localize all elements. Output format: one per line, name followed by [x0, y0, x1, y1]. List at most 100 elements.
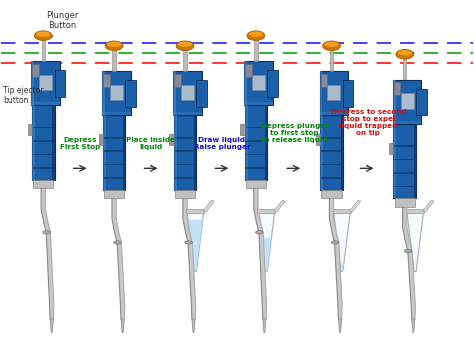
Polygon shape [203, 201, 214, 212]
Bar [245, 105, 247, 180]
Bar [173, 116, 196, 190]
Ellipse shape [398, 50, 412, 55]
Bar [102, 113, 131, 116]
Bar [341, 116, 343, 190]
Bar [240, 124, 245, 135]
Ellipse shape [396, 49, 414, 59]
Ellipse shape [322, 41, 340, 51]
Ellipse shape [34, 31, 52, 40]
Bar [414, 124, 416, 199]
Polygon shape [423, 201, 434, 212]
Bar [321, 137, 342, 139]
Polygon shape [50, 319, 54, 333]
Bar [126, 80, 136, 107]
Bar [246, 140, 266, 142]
Bar [333, 209, 351, 213]
Bar [186, 209, 204, 213]
Bar [174, 177, 195, 179]
Bar [33, 140, 54, 142]
Text: Depress to second
stop to expel
liquid trapped
on tip: Depress to second stop to expel liquid t… [330, 109, 406, 136]
Text: Tip ejector
button: Tip ejector button [3, 86, 44, 105]
Bar [99, 134, 103, 145]
Polygon shape [340, 264, 344, 272]
Bar [104, 137, 125, 139]
Bar [244, 61, 273, 105]
Bar [254, 39, 257, 61]
Ellipse shape [247, 31, 265, 40]
Bar [31, 102, 60, 105]
Polygon shape [183, 199, 196, 319]
Text: Plunger
Button: Plunger Button [46, 11, 78, 38]
Bar [104, 190, 124, 199]
Ellipse shape [176, 41, 194, 51]
Bar [319, 71, 348, 116]
Text: Depress
First Stop: Depress First Stop [60, 137, 100, 150]
Polygon shape [121, 319, 124, 333]
Polygon shape [192, 319, 195, 333]
Bar [252, 74, 265, 90]
Polygon shape [254, 188, 266, 319]
Polygon shape [329, 199, 342, 319]
Bar [27, 124, 32, 135]
Bar [319, 113, 348, 116]
Text: Depress plunger
to first stop
to release liquid: Depress plunger to first stop to release… [261, 123, 328, 143]
Ellipse shape [324, 42, 339, 47]
Bar [394, 159, 415, 160]
Bar [416, 89, 427, 115]
Bar [103, 74, 110, 87]
Bar [244, 102, 273, 105]
Bar [194, 116, 196, 190]
Bar [31, 61, 60, 105]
Bar [320, 116, 323, 190]
Bar [394, 172, 415, 174]
Bar [321, 164, 342, 165]
Bar [104, 177, 125, 179]
Polygon shape [41, 188, 54, 319]
Bar [343, 80, 353, 107]
Bar [55, 70, 65, 97]
Bar [257, 209, 275, 213]
Bar [42, 39, 45, 61]
Bar [393, 80, 421, 124]
Polygon shape [407, 211, 424, 272]
Bar [104, 150, 125, 152]
Bar [245, 105, 267, 180]
Polygon shape [261, 238, 272, 272]
Bar [319, 71, 322, 116]
Bar [102, 71, 131, 116]
Bar [321, 150, 342, 152]
Bar [246, 154, 266, 155]
Bar [246, 167, 266, 169]
Polygon shape [187, 211, 204, 272]
Polygon shape [112, 199, 125, 319]
Polygon shape [274, 201, 285, 212]
Bar [123, 116, 126, 190]
Bar [320, 116, 343, 190]
Polygon shape [349, 201, 361, 212]
Bar [320, 74, 327, 87]
Bar [169, 134, 173, 145]
Polygon shape [333, 211, 350, 272]
Ellipse shape [185, 241, 192, 244]
Polygon shape [411, 319, 415, 333]
Bar [321, 190, 342, 199]
Bar [393, 124, 416, 199]
Bar [103, 116, 126, 190]
Bar [393, 80, 396, 124]
Bar [104, 164, 125, 165]
Bar [32, 64, 39, 77]
Ellipse shape [249, 32, 263, 37]
Bar [406, 209, 424, 213]
Bar [328, 85, 340, 100]
Bar [33, 180, 54, 188]
Bar [52, 105, 55, 180]
Ellipse shape [255, 231, 263, 234]
Ellipse shape [404, 249, 412, 253]
Bar [394, 199, 415, 207]
Text: Place inside
liquid: Place inside liquid [127, 137, 175, 150]
Bar [174, 74, 181, 87]
Ellipse shape [107, 42, 121, 47]
Bar [394, 145, 415, 147]
Polygon shape [263, 319, 266, 333]
Text: Draw liquid
Raise plunger: Draw liquid Raise plunger [193, 137, 250, 150]
